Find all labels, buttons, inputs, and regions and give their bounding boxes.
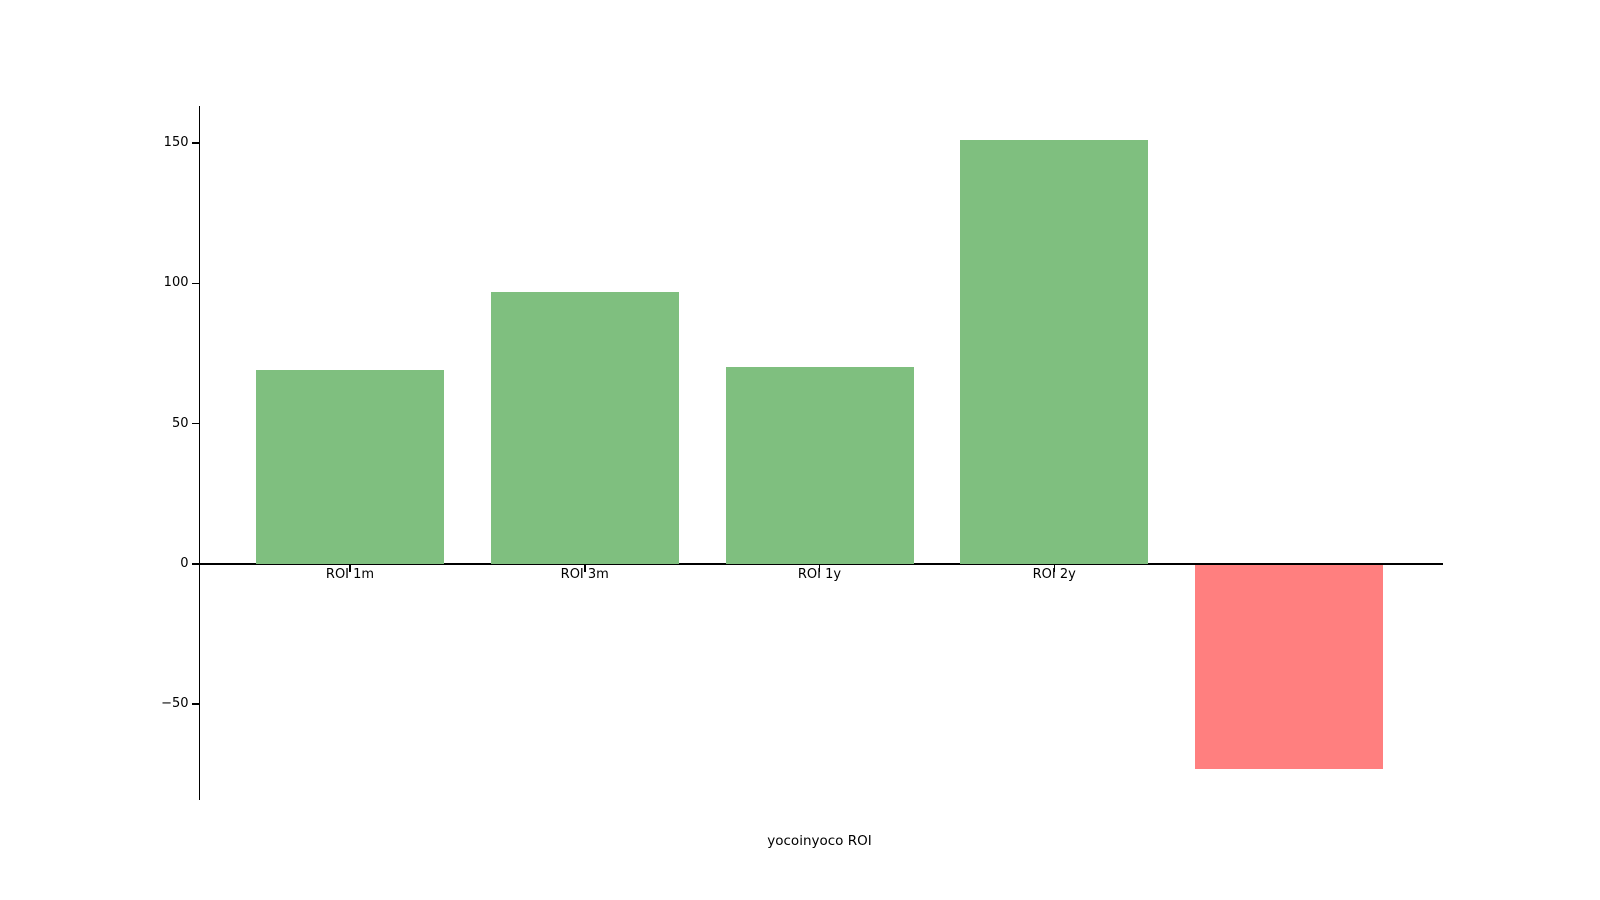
x-tick-mark <box>584 564 586 572</box>
x-axis-label: yocoinyoco ROI <box>767 833 872 849</box>
x-tick-mark <box>1053 564 1055 572</box>
x-tick-mark <box>818 564 821 572</box>
x-tick-label: ROI 1y <box>797 566 842 582</box>
y-tick-mark <box>191 142 199 144</box>
bar-roi-1y <box>725 367 914 564</box>
y-axis-spine <box>198 106 200 800</box>
x-tick-label: ROI 3m <box>560 566 609 582</box>
bar-roi-3m <box>490 291 679 564</box>
y-tick-label: 50 <box>171 415 189 431</box>
bar-roi-1m <box>256 370 444 564</box>
x-tick-mark <box>349 564 351 572</box>
x-axis-zero-line <box>198 563 1443 565</box>
y-tick-mark <box>191 703 199 705</box>
y-tick-label: 0 <box>180 555 189 571</box>
y-tick-mark <box>191 563 199 565</box>
bar-roi-2y <box>960 140 1149 564</box>
x-tick-label: ROI 2y <box>1032 566 1076 582</box>
y-tick-mark <box>191 282 199 285</box>
x-tick-label: ROI 1m <box>325 566 375 582</box>
bar-unlabeled <box>1195 564 1383 770</box>
y-tick-label: 150 <box>163 135 189 151</box>
y-tick-label: 100 <box>163 275 189 291</box>
y-tick-label: −50 <box>161 696 189 712</box>
y-tick-mark <box>191 422 199 425</box>
